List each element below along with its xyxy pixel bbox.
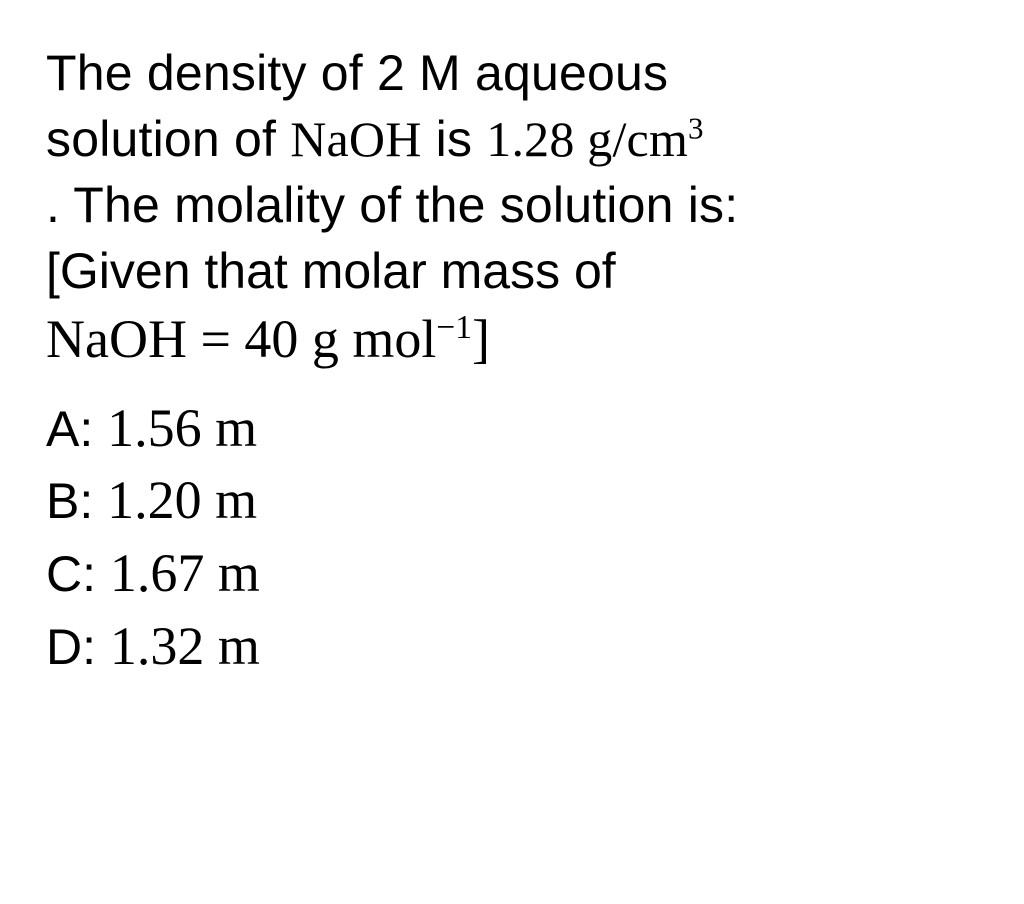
question-density-value: 1.28 g/cm3 [486, 111, 703, 167]
question-density-exponent: 3 [688, 110, 704, 145]
given-open-bracket: [Given that molar mass of [46, 243, 616, 299]
option-b[interactable]: B: 1.20 m [46, 464, 994, 537]
option-value: 1.56 m [107, 398, 257, 458]
question-text-line2c: is [422, 111, 487, 167]
options-list: A: 1.56 m B: 1.20 m C: 1.67 m D: 1.32 m [46, 392, 994, 684]
option-value: 1.20 m [107, 470, 257, 530]
given-close-bracket: ] [472, 309, 490, 369]
question-text-line3: . The molality of the solution is: [46, 177, 738, 233]
option-letter: C: [46, 546, 96, 602]
option-letter: B: [46, 473, 93, 529]
given-formula-exponent: −1 [436, 309, 472, 346]
question-page: The density of 2 M aqueous solution of N… [0, 0, 1024, 713]
question-stem: The density of 2 M aqueous solution of N… [46, 40, 994, 238]
option-value: 1.67 m [110, 543, 260, 603]
question-text-line1: The density of 2 M aqueous [46, 45, 668, 101]
option-letter: D: [46, 619, 96, 675]
given-info: [Given that molar mass of [46, 238, 994, 304]
question-formula-naoh: NaOH [290, 111, 421, 167]
option-c[interactable]: C: 1.67 m [46, 537, 994, 610]
given-formula-text: NaOH = 40 g mol [46, 309, 436, 369]
given-formula: NaOH = 40 g mol−1] [46, 306, 994, 374]
question-text-line2a: solution of [46, 111, 290, 167]
option-a[interactable]: A: 1.56 m [46, 392, 994, 465]
option-d[interactable]: D: 1.32 m [46, 610, 994, 683]
option-letter: A: [46, 401, 93, 457]
option-value: 1.32 m [110, 616, 260, 676]
